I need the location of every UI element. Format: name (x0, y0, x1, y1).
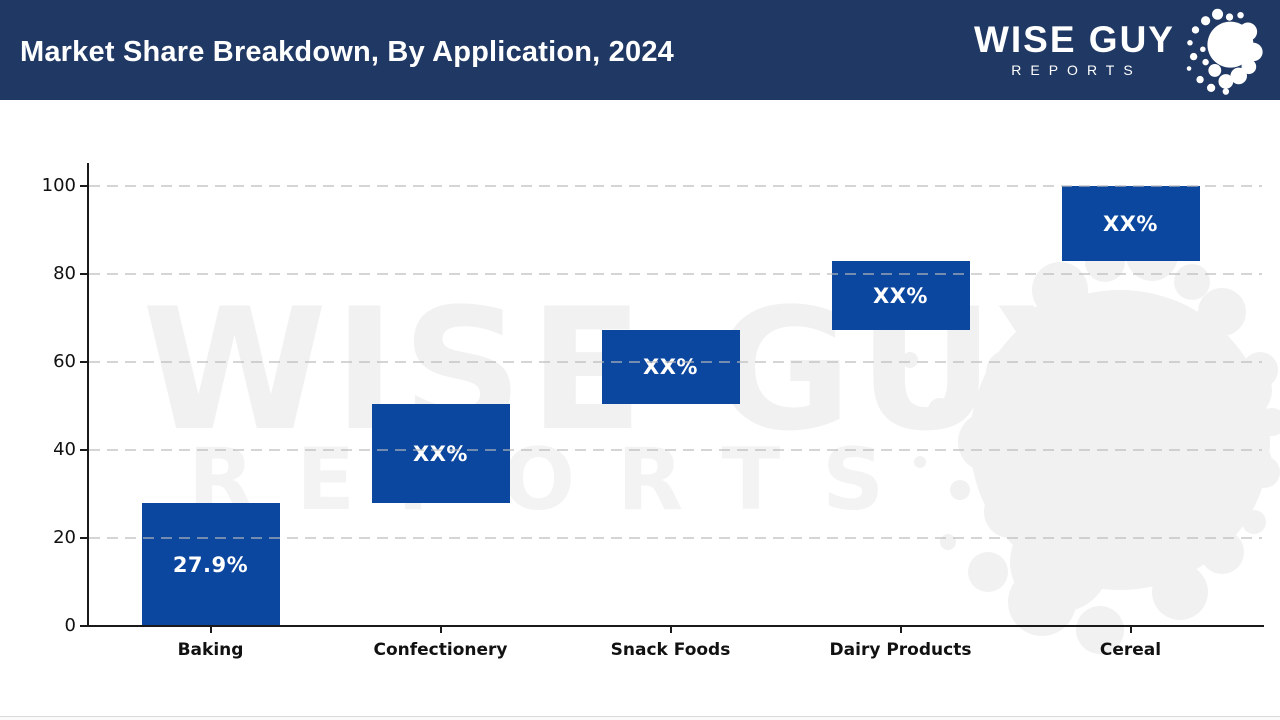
bar-value-label: 27.9% (172, 552, 249, 577)
logo-subtext: REPORTS (1011, 62, 1142, 78)
x-category-label: Snack Foods (610, 640, 731, 660)
gridline-60 (89, 361, 1262, 363)
bar-value-label: XX% (1103, 211, 1158, 236)
gridline-80 (89, 273, 1262, 275)
bar-value-label: XX% (643, 355, 698, 380)
bar-segment-snack-foods: XX% (601, 330, 740, 405)
bar-segment-dairy-products: XX% (831, 261, 970, 331)
x-tick-3 (899, 627, 902, 633)
y-axis-line (87, 163, 89, 627)
y-tick-label: 60 (53, 351, 76, 372)
wiseguy-logo: WISE GUY REPORTS (974, 4, 1270, 96)
x-axis-line (87, 625, 1264, 627)
x-tick-4 (1129, 627, 1132, 633)
x-tick-0 (209, 627, 212, 633)
bar-value-label: XX% (873, 283, 928, 308)
y-tick-0 (80, 625, 88, 627)
bar-segment-baking: 27.9% (141, 503, 280, 626)
y-tick-100 (80, 185, 88, 187)
logo-word: WISE GUY (973, 19, 1175, 60)
x-tick-1 (439, 627, 442, 633)
watermark-subtext: REPORTS (188, 430, 927, 530)
chart-title: Market Share Breakdown, By Application, … (20, 36, 674, 68)
y-tick-label: 0 (64, 615, 76, 636)
bar-segment-cereal: XX% (1061, 186, 1200, 262)
bar-segment-confectionery: XX% (371, 404, 510, 504)
bar-value-label: XX% (413, 441, 468, 466)
x-category-label: Dairy Products (829, 640, 972, 660)
logo-wordmark: WISE GUY REPORTS (973, 19, 1175, 79)
y-tick-label: 40 (53, 439, 76, 460)
x-tick-2 (669, 627, 672, 633)
bottom-border (0, 716, 1280, 717)
x-category-label: Confectionery (373, 640, 508, 660)
y-tick-60 (80, 361, 88, 363)
x-category-label: Cereal (1099, 640, 1162, 660)
gridline-100 (89, 185, 1262, 187)
y-tick-40 (80, 449, 88, 451)
x-category-label: Baking (177, 640, 244, 660)
y-tick-80 (80, 273, 88, 275)
gridline-20 (89, 537, 1262, 539)
bottom-margin (0, 717, 1280, 720)
y-tick-label: 100 (41, 175, 76, 196)
y-tick-label: 80 (53, 263, 76, 284)
y-tick-20 (80, 537, 88, 539)
y-tick-label: 20 (53, 527, 76, 548)
header: Market Share Breakdown, By Application, … (0, 0, 1280, 100)
logo-head-icon (1186, 8, 1263, 95)
gridline-40 (89, 449, 1262, 451)
